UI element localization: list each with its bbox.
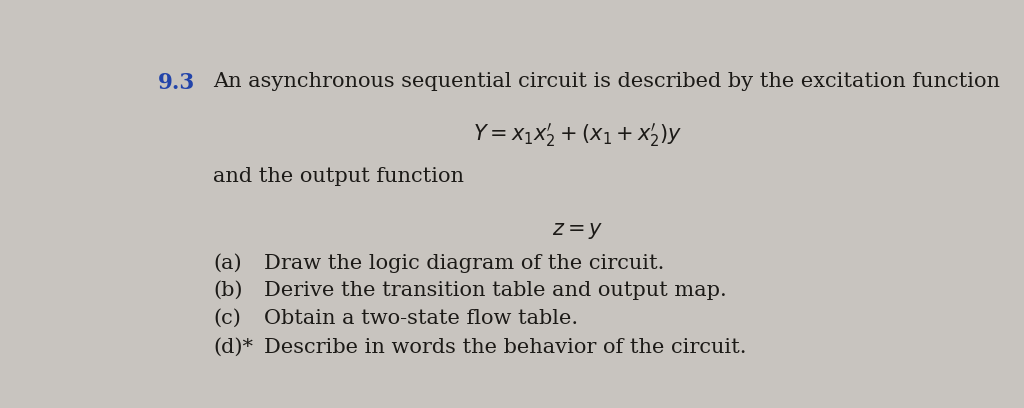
Text: Obtain a two-state flow table.: Obtain a two-state flow table. bbox=[263, 309, 578, 328]
Text: (d)*: (d)* bbox=[213, 338, 253, 357]
Text: $Y = x_1x_2^{\prime} + (x_1 + x_2^{\prime})y$: $Y = x_1x_2^{\prime} + (x_1 + x_2^{\prim… bbox=[473, 121, 682, 149]
Text: Describe in words the behavior of the circuit.: Describe in words the behavior of the ci… bbox=[263, 338, 746, 357]
Text: Derive the transition table and output map.: Derive the transition table and output m… bbox=[263, 281, 726, 300]
Text: and the output function: and the output function bbox=[213, 167, 464, 186]
Text: Draw the logic diagram of the circuit.: Draw the logic diagram of the circuit. bbox=[263, 254, 664, 273]
Text: An asynchronous sequential circuit is described by the excitation function: An asynchronous sequential circuit is de… bbox=[213, 72, 1000, 91]
Text: $z = y$: $z = y$ bbox=[552, 221, 603, 241]
Text: (b): (b) bbox=[213, 281, 243, 300]
Text: 9.3: 9.3 bbox=[158, 72, 195, 94]
Text: (a): (a) bbox=[213, 254, 242, 273]
Text: (c): (c) bbox=[213, 309, 241, 328]
